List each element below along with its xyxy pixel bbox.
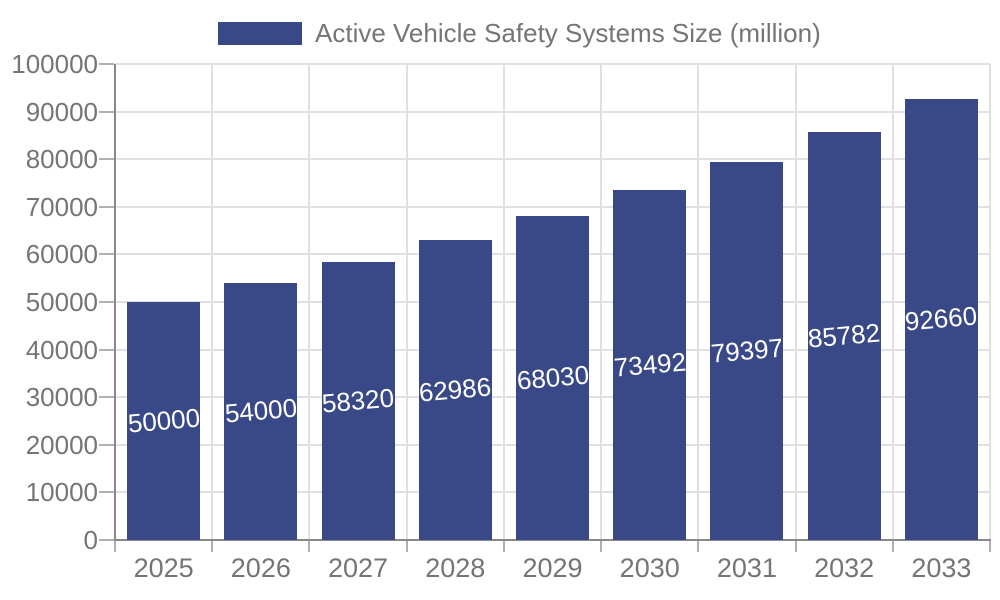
x-tick-mark — [600, 541, 603, 552]
bar-value-label: 50000 — [126, 402, 201, 439]
gridline-h — [115, 110, 990, 113]
bar-2030: 73492 — [612, 190, 688, 540]
plot-area: 50000 54000 58320 62986 68030 73492 79397 85782… — [99, 63, 991, 552]
gridline-v — [891, 64, 894, 540]
bar-2026: 54000 — [223, 282, 299, 540]
gridline-v — [697, 64, 700, 540]
y-tick-mark — [99, 301, 114, 303]
x-tick-label: 2029 — [522, 553, 583, 583]
y-tick-mark — [99, 443, 114, 446]
gridline-v — [211, 64, 214, 540]
y-tick-mark — [99, 253, 114, 256]
bar-value-label: 54000 — [223, 392, 299, 430]
x-tick-mark — [891, 541, 894, 552]
gridline-h — [115, 63, 990, 65]
bar-2033: 92660 — [904, 98, 979, 540]
x-tick-mark — [405, 541, 408, 552]
y-tick-label: 100000 — [11, 49, 98, 79]
gridline-v — [989, 64, 991, 540]
gridline-v — [308, 64, 311, 540]
y-tick-label: 20000 — [25, 429, 98, 460]
bar-2025: 50000 — [126, 302, 201, 540]
x-tick-label: 2031 — [716, 553, 777, 583]
y-tick-label: 90000 — [25, 96, 98, 127]
bar-value-label: 85782 — [806, 317, 882, 354]
x-tick-label: 2028 — [425, 553, 486, 583]
bar-value-label: 73492 — [612, 346, 688, 383]
x-tick-mark — [211, 541, 214, 552]
x-tick-label: 2030 — [619, 553, 680, 583]
bar-value-label: 79397 — [709, 332, 785, 369]
y-tick-label: 70000 — [25, 191, 98, 222]
bar-value-label: 68030 — [515, 359, 590, 396]
y-tick-mark — [99, 63, 114, 65]
x-tick-label: 2027 — [328, 553, 389, 583]
x-tick-label: 2026 — [230, 553, 291, 583]
x-tick-label: 2032 — [814, 553, 875, 583]
gridline-v — [600, 64, 603, 540]
y-tick-mark — [99, 491, 114, 494]
gridline-h — [115, 158, 990, 161]
y-tick-label: 80000 — [25, 144, 98, 175]
bar-2027: 58320 — [320, 262, 396, 540]
y-tick-label: 40000 — [25, 334, 98, 365]
bar-value-label: 92660 — [904, 300, 979, 338]
y-tick-label: 60000 — [25, 239, 98, 270]
gridline-h — [115, 205, 990, 208]
gridline-v — [502, 64, 505, 540]
y-axis-line — [114, 64, 116, 540]
legend: Active Vehicle Safety Systems Size (mill… — [218, 20, 821, 46]
x-tick-mark — [502, 541, 505, 552]
legend-label: Active Vehicle Safety Systems Size (mill… — [315, 18, 821, 48]
bar-2028: 62986 — [417, 240, 493, 540]
y-tick-mark — [99, 348, 114, 351]
legend-swatch — [218, 21, 302, 45]
x-tick-mark — [114, 541, 116, 552]
y-tick-mark — [99, 205, 114, 208]
y-tick-label: 30000 — [25, 382, 98, 413]
x-axis-line — [114, 539, 991, 541]
y-tick-mark — [99, 110, 114, 113]
y-tick-mark — [99, 158, 114, 161]
x-tick-mark — [697, 541, 700, 552]
y-tick-label: 0 — [83, 525, 98, 555]
bar-2032: 85782 — [806, 131, 882, 540]
x-tick-mark — [989, 541, 991, 552]
x-tick-mark — [794, 541, 797, 552]
gridline-v — [405, 64, 408, 540]
bar-value-label: 62986 — [417, 371, 493, 408]
y-tick-mark — [99, 396, 114, 399]
y-tick-label: 50000 — [25, 287, 98, 317]
bar-2029: 68030 — [515, 216, 590, 540]
y-tick-mark — [99, 539, 114, 541]
bar-value-label: 58320 — [320, 382, 396, 419]
x-tick-mark — [308, 541, 311, 552]
x-tick-label: 2025 — [133, 553, 194, 583]
y-tick-label: 10000 — [25, 477, 98, 508]
gridline-v — [794, 64, 797, 540]
bar-2031: 79397 — [709, 162, 785, 540]
x-tick-label: 2033 — [911, 553, 972, 583]
